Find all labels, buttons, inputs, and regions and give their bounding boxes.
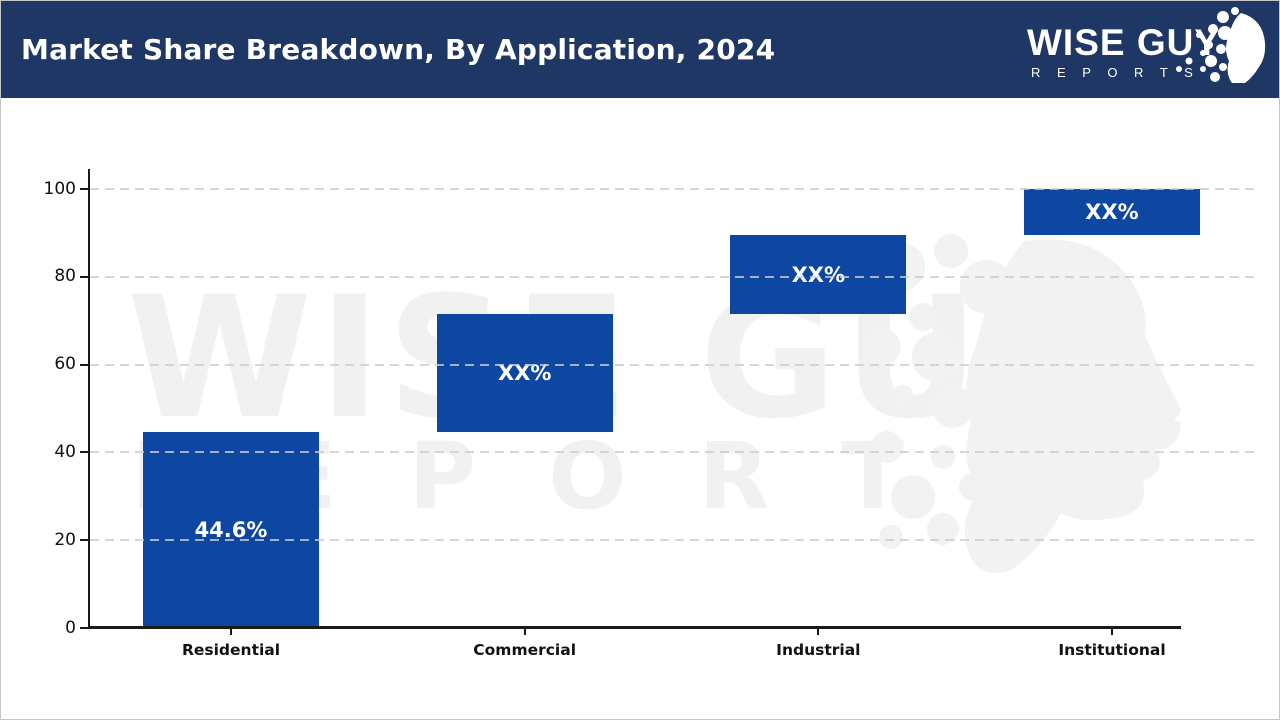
x-category-label: Commercial: [473, 641, 577, 659]
y-tick-label: 40: [54, 441, 76, 462]
logo-graphic: WISE GUY R E P O R T S: [1027, 6, 1266, 83]
x-axis-line: [88, 626, 1181, 629]
y-tick-mark: [80, 627, 88, 629]
y-tick-mark: [80, 363, 88, 366]
y-tick-label: 20: [54, 529, 76, 550]
logo-head-icon: [1176, 6, 1266, 83]
bar-value-label: XX%: [1085, 200, 1139, 225]
y-tick-label: 0: [65, 617, 76, 638]
bar-institutional: XX%: [1024, 189, 1200, 236]
y-tick-mark: [80, 188, 88, 190]
watermark-head-icon: [839, 223, 1203, 583]
wise-guy-reports-logo: WISE GUY R E P O R T S: [1027, 5, 1267, 95]
page-title: Market Share Breakdown, By Application, …: [21, 33, 776, 66]
bar-value-label: 44.6%: [194, 518, 268, 543]
y-tick-label: 100: [43, 178, 76, 199]
y-tick-label: 80: [54, 266, 76, 287]
x-category-label: Institutional: [1058, 641, 1166, 659]
header-bar: Market Share Breakdown, By Application, …: [1, 1, 1279, 98]
bar-residential: 44.6%: [143, 432, 319, 628]
x-tick-mark: [523, 628, 526, 635]
x-category-label: Industrial: [776, 641, 861, 659]
x-tick-mark: [230, 628, 232, 635]
gridline: [90, 539, 1259, 542]
x-category-label: Residential: [181, 641, 281, 659]
x-tick-mark: [817, 628, 820, 635]
bar-industrial: XX%: [730, 235, 907, 315]
x-tick-mark: [1111, 628, 1113, 635]
gridline: [90, 275, 1259, 278]
gridline: [90, 188, 1259, 190]
y-tick-mark: [80, 539, 88, 542]
y-tick-mark: [80, 275, 88, 278]
bar-value-label: XX%: [791, 262, 846, 287]
gridline: [90, 363, 1259, 366]
y-axis-line: [88, 169, 90, 629]
logo-text-line1: WISE GUY: [1027, 22, 1220, 63]
bar-commercial: XX%: [436, 314, 613, 433]
y-tick-label: 60: [54, 354, 76, 375]
logo-text-line2: R E P O R T S: [1031, 65, 1199, 80]
y-tick-mark: [80, 451, 88, 454]
gridline: [90, 451, 1259, 454]
